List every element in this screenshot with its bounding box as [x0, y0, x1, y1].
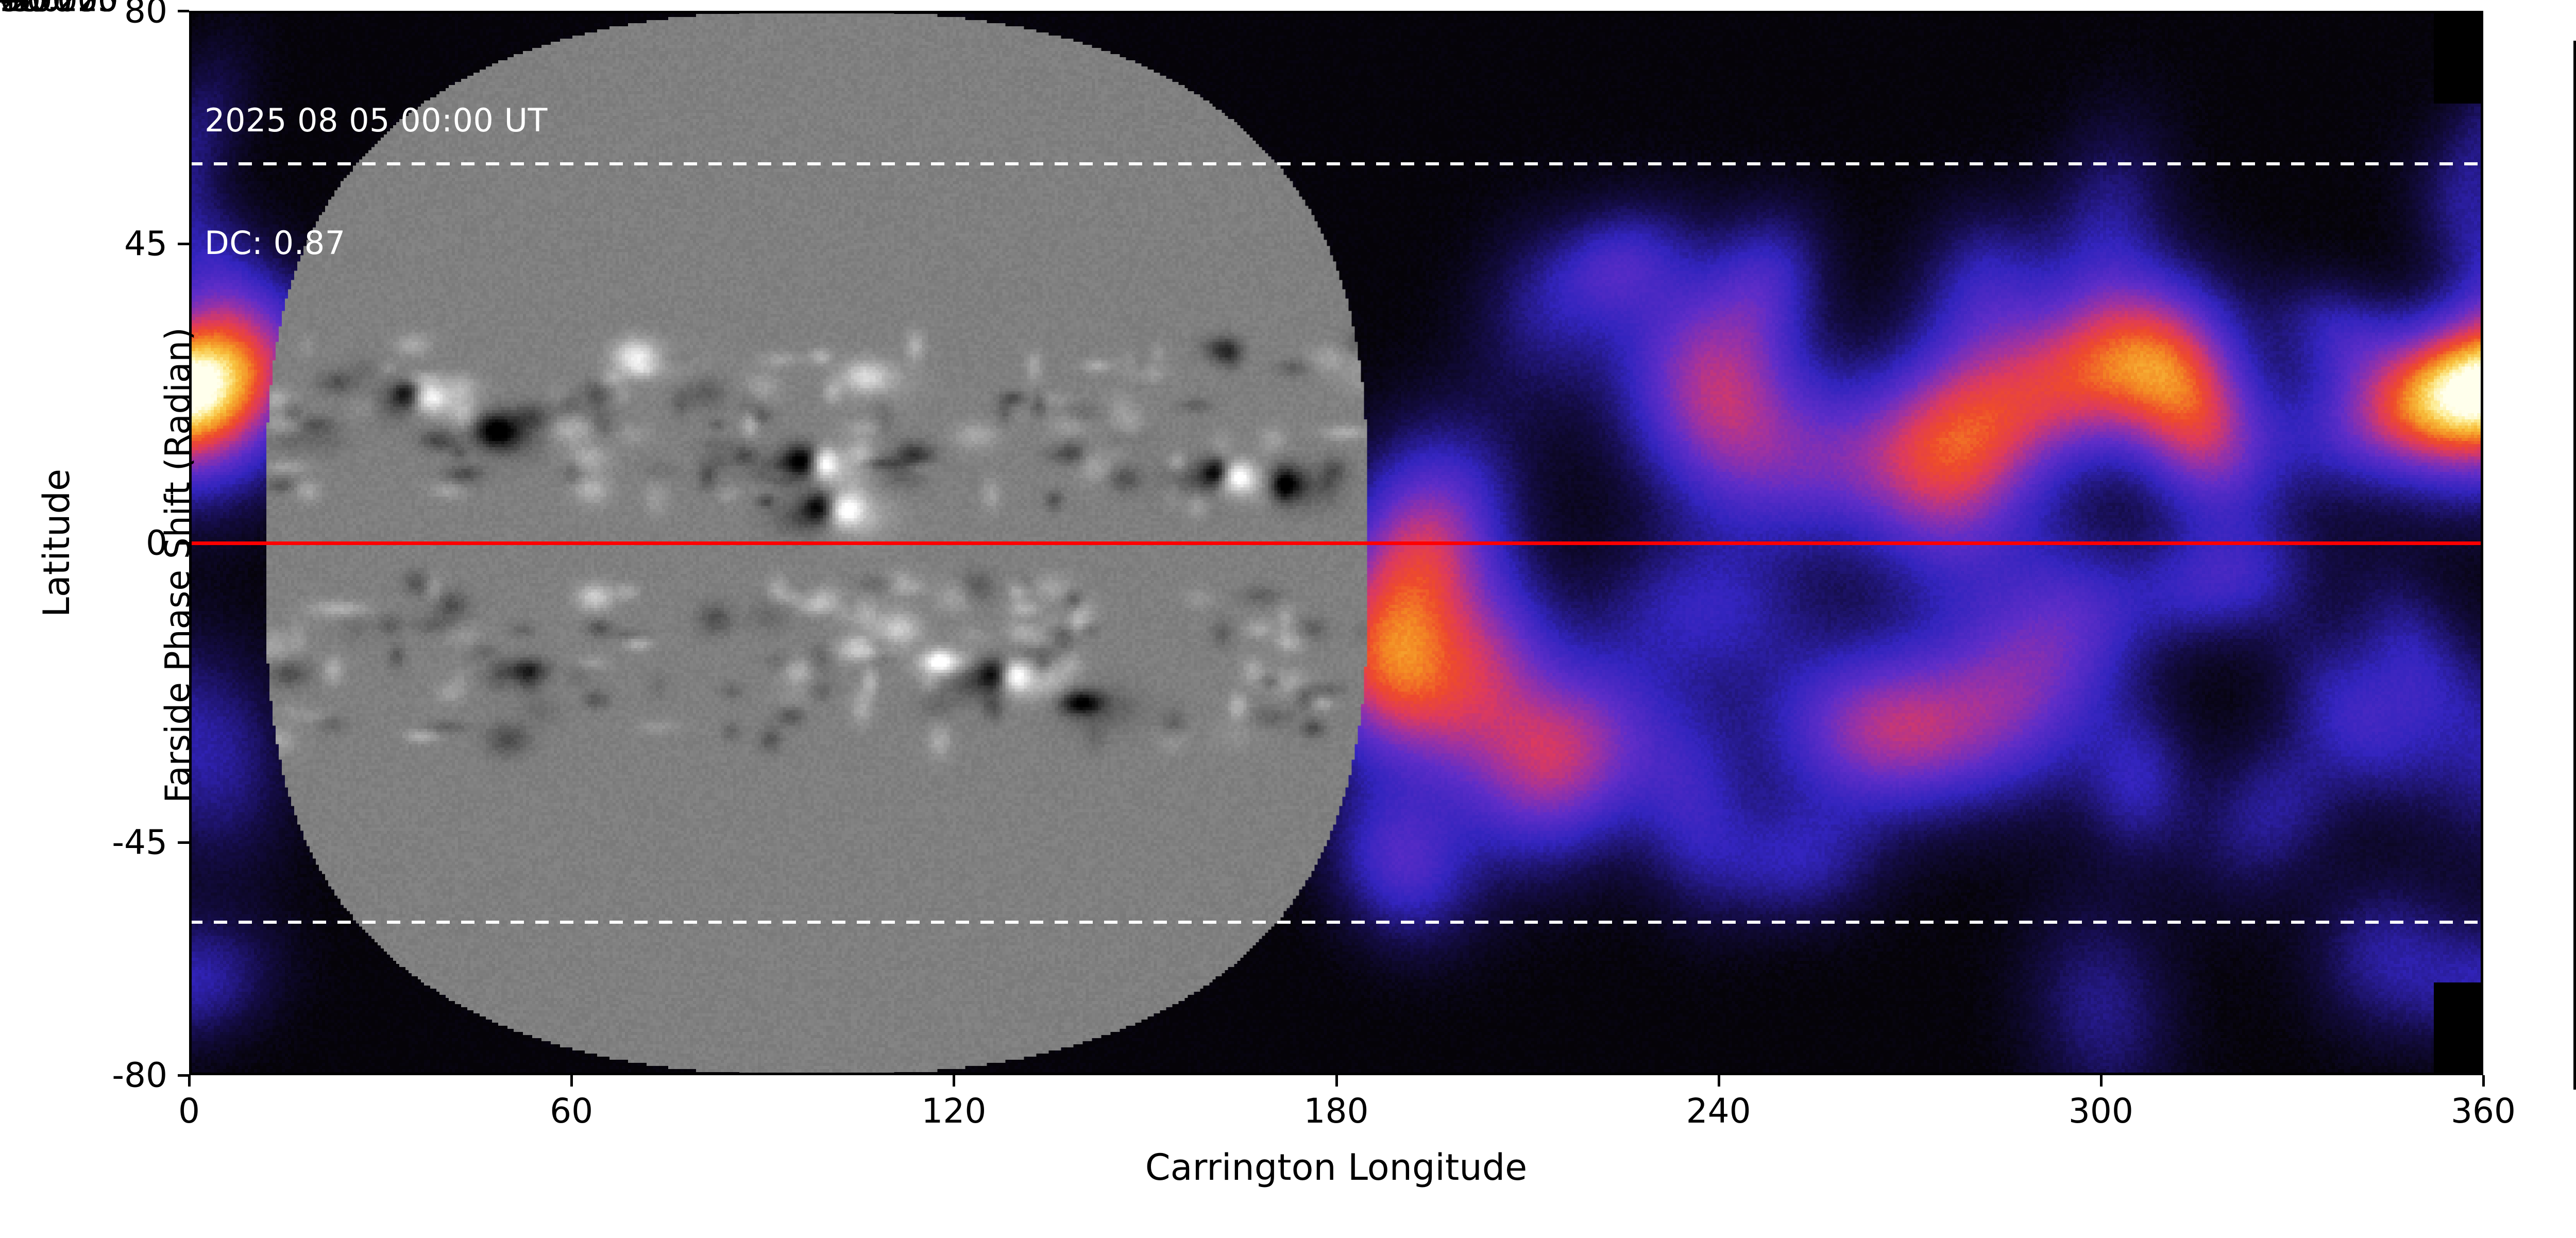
x-tick — [2482, 1075, 2485, 1087]
y-tick-label: 80 — [124, 0, 167, 31]
x-tick — [953, 1075, 956, 1087]
colorbar-tick-label: −0.250 — [0, 0, 118, 19]
south-limit-dashed-line — [189, 921, 2483, 924]
colorbar-tick-label: −0.225 — [0, 0, 118, 19]
colorbar-tick — [0, 0, 13, 3]
colorbar-tick-label: 150 — [0, 0, 61, 19]
colorbar-tick-label: −0.100 — [0, 0, 118, 19]
y-tick — [178, 841, 189, 844]
colorbar-tick-label: -150 — [0, 0, 73, 19]
colorbar-tick-label: 200 — [0, 0, 61, 19]
x-tick — [2099, 1075, 2103, 1087]
annotation-datetime: 2025 08 05 00:00 UT — [205, 101, 548, 139]
colorbar-tick-label: −0.075 — [0, 0, 118, 19]
colorbar-tick-label: -50 — [0, 0, 53, 19]
y-tick-label: 0 — [146, 523, 167, 563]
x-tick — [1335, 1075, 1338, 1087]
x-tick-label: 120 — [921, 1091, 987, 1131]
colorbar-tick-label: 0 — [0, 0, 21, 19]
y-tick — [178, 242, 189, 245]
x-tick — [1717, 1075, 1720, 1087]
north-limit-dashed-line — [189, 162, 2483, 165]
colorbar-tick-label: −0.125 — [0, 0, 118, 19]
y-axis-label: Latitude — [36, 468, 78, 618]
x-tick-label: 60 — [550, 1091, 594, 1131]
y-tick — [178, 542, 189, 545]
y-tick — [178, 1074, 189, 1077]
annotation-duty-cycle: DC: 0.87 — [205, 224, 346, 262]
farside-phase-colorbar — [2573, 41, 2576, 1090]
farside-colorbar-label: Farside Phase Shift (Radian) — [158, 327, 198, 803]
x-tick-label: 180 — [1303, 1091, 1369, 1131]
equator-line — [189, 541, 2483, 545]
x-tick — [570, 1075, 573, 1087]
x-tick-label: 360 — [2451, 1091, 2516, 1131]
y-tick — [178, 10, 189, 12]
x-tick-label: 0 — [178, 1091, 200, 1131]
colorbar-tick-label: -100 — [0, 0, 73, 19]
y-tick-label: -80 — [112, 1055, 167, 1095]
colorbar-tick-label: 50 — [0, 0, 41, 19]
y-tick-label: -45 — [112, 822, 167, 862]
y-tick-label: 45 — [124, 224, 167, 264]
colorbar-tick-label: −0.050 — [0, 0, 118, 19]
x-tick — [188, 1075, 191, 1087]
colorbar-tick-label: −0.200 — [0, 0, 118, 19]
colorbar-tick-label: −0.175 — [0, 0, 118, 19]
x-tick-label: 300 — [2068, 1091, 2133, 1131]
colorbar-tick-label: −0.150 — [0, 0, 118, 19]
x-tick-label: 240 — [1686, 1091, 1751, 1131]
colorbar-tick-label: -200 — [0, 0, 73, 19]
x-axis-label: Carrington Longitude — [1145, 1146, 1528, 1189]
map-annotation: 2025 08 05 00:00 UT DC: 0.87 — [205, 18, 548, 345]
colorbar-tick-label: 100 — [0, 0, 61, 19]
synoptic-map-axes: 2025 08 05 00:00 UT DC: 0.87 — [189, 11, 2483, 1075]
